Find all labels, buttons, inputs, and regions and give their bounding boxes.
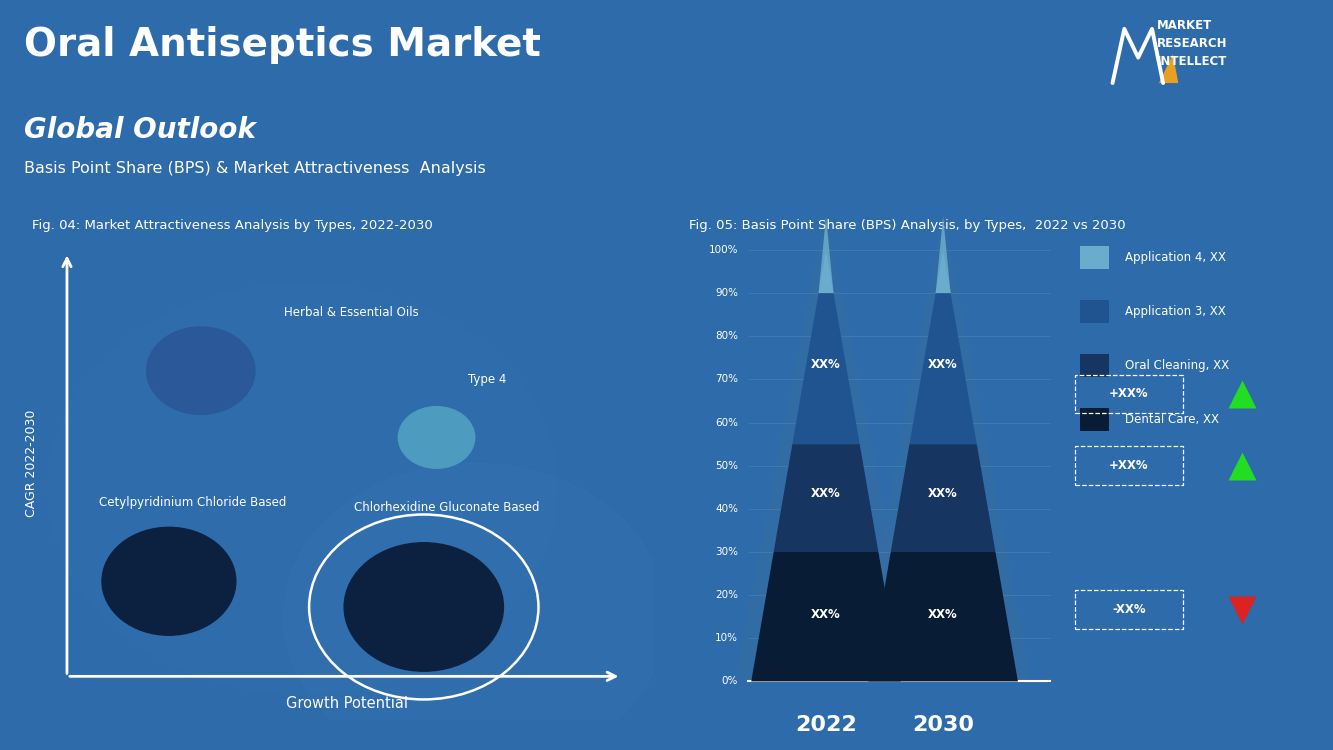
Text: 0%: 0%: [722, 676, 738, 686]
Circle shape: [399, 406, 475, 468]
Text: Herbal & Essential Oils: Herbal & Essential Oils: [284, 306, 419, 320]
Text: Basis Point Share (BPS) & Market Attractiveness  Analysis: Basis Point Share (BPS) & Market Attract…: [24, 161, 485, 176]
Polygon shape: [868, 552, 1018, 682]
Circle shape: [147, 327, 255, 414]
Text: 30%: 30%: [716, 547, 738, 557]
Polygon shape: [752, 552, 901, 682]
Text: XX%: XX%: [928, 608, 958, 621]
Text: Application 4, XX: Application 4, XX: [1125, 251, 1226, 264]
Text: 70%: 70%: [716, 374, 738, 385]
Bar: [1080, 408, 1109, 431]
Polygon shape: [734, 211, 917, 682]
Text: Cetylpyridinium Chloride Based: Cetylpyridinium Chloride Based: [99, 496, 287, 509]
Text: -XX%: -XX%: [1112, 603, 1145, 616]
Text: XX%: XX%: [812, 488, 841, 500]
Text: 50%: 50%: [716, 460, 738, 471]
Text: 2022: 2022: [796, 715, 857, 735]
Text: 80%: 80%: [716, 332, 738, 341]
Text: Growth Potential: Growth Potential: [287, 696, 408, 711]
Text: +XX%: +XX%: [1109, 459, 1149, 472]
Text: XX%: XX%: [812, 608, 841, 621]
Circle shape: [103, 527, 236, 635]
Text: Global Outlook: Global Outlook: [24, 116, 256, 144]
Polygon shape: [818, 250, 833, 293]
Polygon shape: [818, 217, 833, 293]
Text: MARKET
RESEARCH
INTELLECT: MARKET RESEARCH INTELLECT: [1157, 19, 1228, 68]
Text: XX%: XX%: [928, 488, 958, 500]
Bar: [1080, 300, 1109, 323]
Text: CAGR 2022-2030: CAGR 2022-2030: [25, 410, 39, 517]
Text: Fig. 04: Market Attractiveness Analysis by Types, 2022-2030: Fig. 04: Market Attractiveness Analysis …: [32, 219, 433, 232]
Polygon shape: [856, 211, 1030, 682]
Text: Dental Care, XX: Dental Care, XX: [1125, 413, 1220, 426]
Text: 90%: 90%: [716, 288, 738, 298]
Polygon shape: [909, 293, 977, 444]
Text: 60%: 60%: [716, 418, 738, 428]
Polygon shape: [936, 250, 950, 293]
Polygon shape: [936, 217, 950, 293]
Text: Fig. 05: Basis Point Share (BPS) Analysis, by Types,  2022 vs 2030: Fig. 05: Basis Point Share (BPS) Analysi…: [689, 219, 1126, 232]
Text: 20%: 20%: [716, 590, 738, 600]
Text: 2030: 2030: [912, 715, 974, 735]
Text: 10%: 10%: [716, 633, 738, 644]
Polygon shape: [773, 444, 878, 552]
Circle shape: [284, 463, 666, 750]
Text: Chlorhexidine Gluconate Based: Chlorhexidine Gluconate Based: [353, 502, 539, 515]
Polygon shape: [890, 444, 996, 552]
Circle shape: [48, 284, 557, 694]
Bar: [1080, 354, 1109, 377]
Text: +XX%: +XX%: [1109, 387, 1149, 400]
Circle shape: [344, 543, 504, 671]
Text: XX%: XX%: [812, 358, 841, 370]
Text: Oral Antiseptics Market: Oral Antiseptics Market: [24, 26, 541, 64]
Text: Application 3, XX: Application 3, XX: [1125, 305, 1226, 318]
Text: XX%: XX%: [928, 358, 958, 370]
Polygon shape: [1158, 55, 1178, 83]
Text: Type 4: Type 4: [468, 373, 507, 386]
Bar: [1080, 246, 1109, 269]
Text: 100%: 100%: [709, 245, 738, 255]
Polygon shape: [792, 293, 860, 444]
Text: Oral Cleaning, XX: Oral Cleaning, XX: [1125, 359, 1229, 372]
Text: 40%: 40%: [716, 504, 738, 514]
